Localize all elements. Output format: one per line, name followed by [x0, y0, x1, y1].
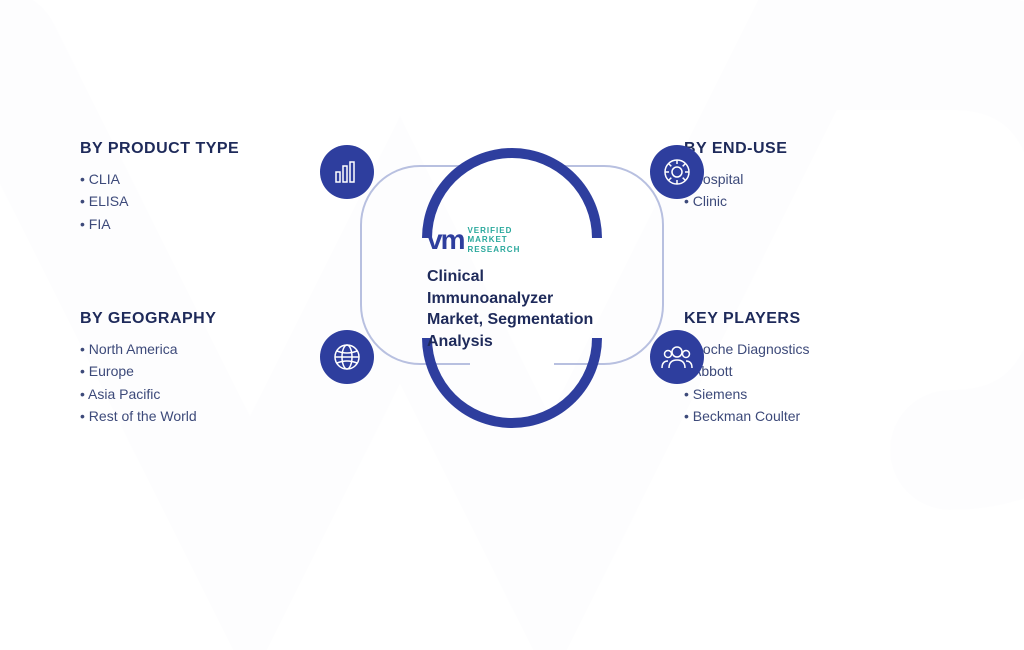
segment-geography: BY GEOGRAPHY North America Europe Asia P… [80, 310, 340, 428]
list-item: Roche Diagnostics [684, 338, 944, 360]
center-hub: vm VERIFIED MARKET RESEARCH Clinical Imm… [382, 158, 642, 418]
segment-product-type: BY PRODUCT TYPE CLIA ELISA FIA [80, 140, 340, 235]
list-item: North America [80, 338, 340, 360]
segment-title: BY GEOGRAPHY [80, 310, 340, 328]
list-item: Asia Pacific [80, 383, 340, 405]
list-item: Siemens [684, 383, 944, 405]
list-item: ELISA [80, 190, 340, 212]
segment-list: Hospital Clinic [684, 168, 944, 213]
logo-text-line: VERIFIED [467, 225, 520, 235]
list-item: Europe [80, 360, 340, 382]
list-item: Rest of the World [80, 405, 340, 427]
logo-text-line: RESEARCH [467, 245, 520, 255]
list-item: Abbott [684, 360, 944, 382]
globe-icon [320, 330, 374, 384]
segment-list: Roche Diagnostics Abbott Siemens Beckman… [684, 338, 944, 428]
segment-title: KEY PLAYERS [684, 310, 944, 328]
segment-list: CLIA ELISA FIA [80, 168, 340, 235]
segment-title: BY END-USE [684, 140, 944, 158]
segment-title: BY PRODUCT TYPE [80, 140, 340, 158]
brand-logo: vm VERIFIED MARKET RESEARCH [427, 224, 597, 256]
segment-key-players: KEY PLAYERS Roche Diagnostics Abbott Sie… [684, 310, 944, 428]
people-icon [650, 330, 704, 384]
gear-icon [650, 145, 704, 199]
logo-text-line: MARKET [467, 235, 520, 245]
list-item: Clinic [684, 190, 944, 212]
logo-text: VERIFIED MARKET RESEARCH [467, 225, 520, 254]
center-title: Clinical Immunoanalyzer Market, Segmenta… [427, 266, 597, 352]
segment-end-use: BY END-USE Hospital Clinic [684, 140, 944, 213]
segment-list: North America Europe Asia Pacific Rest o… [80, 338, 340, 428]
list-item: CLIA [80, 168, 340, 190]
list-item: FIA [80, 213, 340, 235]
infographic-container: vm VERIFIED MARKET RESEARCH Clinical Imm… [0, 0, 1024, 576]
logo-mark: vm [427, 224, 463, 256]
list-item: Hospital [684, 168, 944, 190]
bar-chart-icon [320, 145, 374, 199]
list-item: Beckman Coulter [684, 405, 944, 427]
